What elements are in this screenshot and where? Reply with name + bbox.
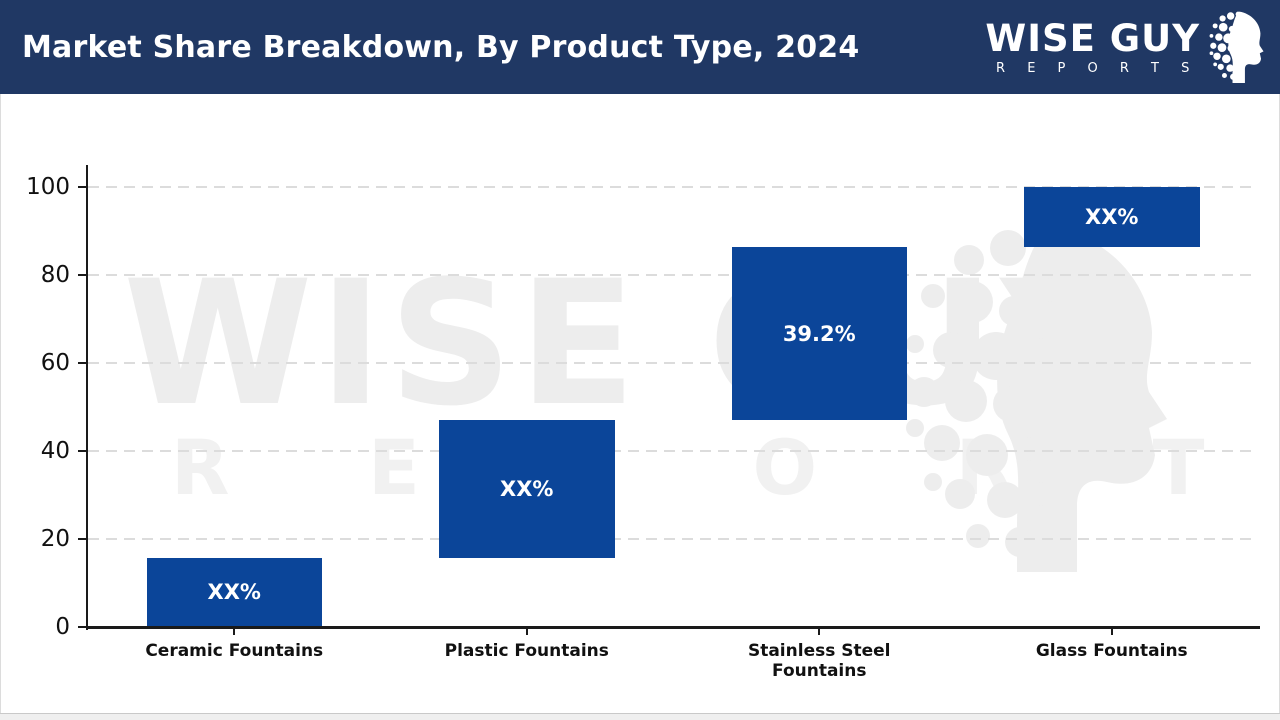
bar-glass-fountains: XX% bbox=[1024, 187, 1200, 247]
gridline-60 bbox=[88, 362, 1258, 364]
x-tick-mark-ceramic-fountains bbox=[233, 627, 236, 635]
y-tick-mark-0 bbox=[78, 626, 87, 628]
y-tick-label-80: 80 bbox=[40, 262, 70, 288]
bar-value-label-stainless-steel-fountains: 39.2% bbox=[782, 321, 856, 346]
y-tick-mark-40 bbox=[78, 450, 87, 452]
x-category-label-ceramic-fountains: Ceramic Fountains bbox=[145, 641, 324, 661]
y-tick-label-100: 100 bbox=[26, 174, 70, 200]
page-title: Market Share Breakdown, By Product Type,… bbox=[22, 29, 860, 65]
logo-wordmark: WISE GUY R E P O R T S bbox=[985, 20, 1200, 75]
y-tick-mark-100 bbox=[78, 186, 87, 188]
wiseguy-logo: WISE GUY R E P O R T S bbox=[985, 7, 1266, 87]
plot-area: 0 20 40 60 80 100 XX% Ceramic Fountains XX% Plast… bbox=[26, 174, 1258, 681]
logo-text-reports: R E P O R T S bbox=[996, 60, 1199, 76]
header-bar: Market Share Breakdown, By Product Type,… bbox=[0, 0, 1280, 94]
watermark-head-icon bbox=[879, 212, 1179, 584]
y-tick-mark-20 bbox=[78, 538, 87, 540]
x-category-label-glass-fountains: Glass Fountains bbox=[1035, 641, 1188, 661]
x-category-label-plastic-fountains: Plastic Fountains bbox=[444, 641, 609, 661]
gridline-40 bbox=[88, 450, 1258, 452]
bar-ceramic-fountains: XX% bbox=[146, 557, 322, 627]
bar-value-label-ceramic-fountains: XX% bbox=[207, 580, 261, 605]
x-category-label-stainless-steel-fountains: Stainless Steel Fountains bbox=[747, 641, 891, 682]
bar-value-label-plastic-fountains: XX% bbox=[500, 477, 554, 502]
logo-text-wiseguy: WISE GUY bbox=[985, 16, 1200, 60]
y-tick-label-60: 60 bbox=[40, 350, 70, 376]
bar-plastic-fountains: XX% bbox=[439, 420, 615, 558]
bar-stainless-steel-fountains: 39.2% bbox=[731, 246, 907, 421]
y-tick-label-0: 0 bbox=[55, 614, 70, 640]
x-tick-mark-plastic-fountains bbox=[525, 627, 528, 635]
gridline-20 bbox=[88, 538, 1258, 540]
y-tick-mark-80 bbox=[78, 274, 87, 276]
footer-strip bbox=[0, 713, 1280, 720]
y-axis-line bbox=[86, 165, 88, 630]
y-tick-label-20: 20 bbox=[40, 526, 70, 552]
y-tick-mark-60 bbox=[78, 362, 87, 364]
x-tick-mark-stainless-steel-fountains bbox=[818, 627, 821, 635]
x-tick-mark-glass-fountains bbox=[1110, 627, 1113, 635]
bar-value-label-glass-fountains: XX% bbox=[1085, 204, 1139, 229]
logo-head-icon bbox=[1204, 7, 1266, 87]
gridline-100 bbox=[88, 186, 1258, 188]
x-axis-line bbox=[86, 626, 1260, 629]
gridline-80 bbox=[88, 274, 1258, 276]
y-tick-label-40: 40 bbox=[40, 438, 70, 464]
